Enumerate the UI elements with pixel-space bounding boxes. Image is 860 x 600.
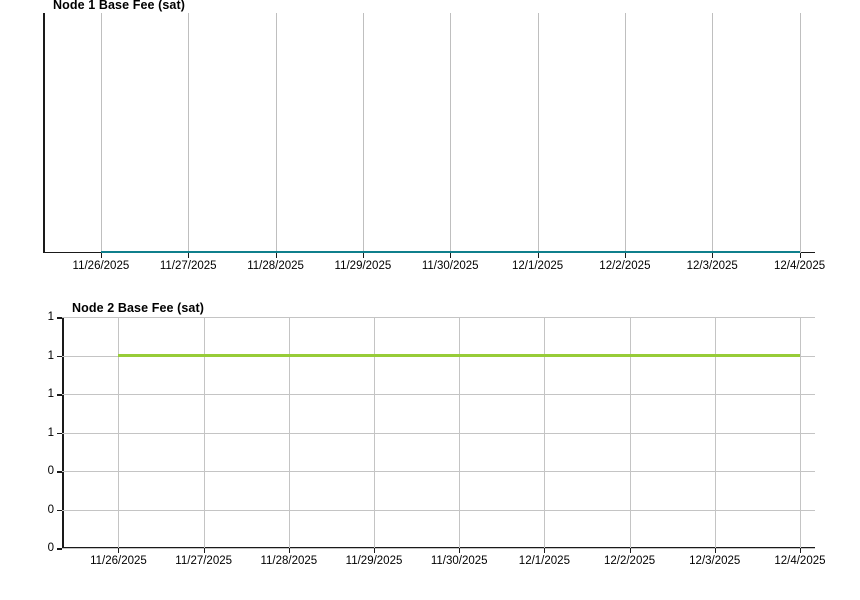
x-tick-mark-node1 [362, 253, 364, 258]
x-tick-label-node2: 12/2/2025 [603, 555, 656, 567]
gridline-horizontal-node2 [62, 317, 815, 318]
x-tick-label-node2: 11/30/2025 [430, 555, 488, 567]
gridline-vertical-node2 [288, 317, 290, 548]
gridline-vertical-node2 [799, 317, 801, 548]
chart-title-node1: Node 1 Base Fee (sat) [53, 0, 186, 12]
x-tick-label-node2: 12/1/2025 [518, 555, 570, 567]
x-tick-label-node2: 11/28/2025 [260, 555, 318, 567]
x-tick-label-node2: 12/4/2025 [774, 555, 826, 567]
y-axis-line-node1 [43, 13, 45, 253]
gridline-vertical-node2 [459, 317, 461, 548]
gridline-vertical-node1 [188, 13, 190, 253]
plot-area-node2 [57, 317, 815, 553]
x-axis-line-node2 [62, 546, 815, 548]
x-tick-label-node2: 11/29/2025 [345, 555, 403, 567]
x-tick-label-node1: 11/28/2025 [247, 260, 304, 272]
x-tick-mark-node1 [537, 253, 539, 258]
x-tick-label-node1: 12/1/2025 [511, 260, 564, 272]
gridline-horizontal-node2 [62, 509, 815, 511]
y-tick-label-node2: 1 [47, 349, 54, 362]
y-tick-mark-node2 [57, 394, 62, 396]
x-tick-label-node1: 12/3/2025 [686, 260, 738, 272]
gridline-vertical-node2 [544, 317, 546, 548]
y-tick-mark-node2 [57, 317, 62, 319]
gridline-horizontal-node2 [62, 548, 815, 549]
chart-panel-node2: Node 2 Base Fee (sat) 1 1 1 1 0 0 0 11/26/2025 1… [0, 292, 860, 600]
y-tick-label-node2: 1 [47, 388, 54, 400]
y-tick-mark-node2 [57, 548, 62, 550]
chart-title-node2: Node 2 Base Fee (sat) [72, 301, 205, 315]
gridline-vertical-node1 [100, 13, 102, 253]
x-tick-mark-node1 [624, 253, 626, 258]
x-tick-mark-node2 [374, 548, 376, 553]
y-tick-mark-node2 [57, 355, 62, 357]
x-tick-mark-node1 [188, 253, 190, 258]
x-tick-mark-node2 [459, 548, 461, 553]
gridline-vertical-node1 [362, 13, 364, 253]
gridline-vertical-node1 [712, 13, 714, 253]
x-tick-mark-node1 [100, 253, 102, 258]
y-tick-label-node2: 1 [47, 311, 54, 323]
x-tick-mark-node2 [799, 548, 801, 553]
gridline-vertical-node1 [624, 13, 626, 253]
gridline-horizontal-node2 [62, 471, 815, 472]
x-tick-mark-node2 [629, 548, 631, 553]
x-tick-label-node2: 12/3/2025 [689, 555, 741, 567]
gridline-vertical-node2 [118, 317, 120, 548]
x-tick-label-node1: 11/26/2025 [72, 260, 130, 272]
gridline-vertical-node2 [374, 317, 376, 548]
gridline-vertical-node2 [714, 317, 716, 548]
x-tick-mark-node1 [450, 253, 452, 258]
x-tick-label-node2: 11/26/2025 [90, 555, 147, 567]
gridline-vertical-node1 [450, 13, 452, 253]
x-tick-mark-node1 [712, 253, 714, 258]
gridline-horizontal-node2 [62, 432, 815, 434]
series-line-node2 [118, 354, 800, 357]
x-tick-label-node1: 11/30/2025 [421, 260, 479, 272]
x-tick-mark-node2 [544, 548, 546, 553]
x-tick-label-node2: 11/27/2025 [175, 555, 233, 567]
x-tick-label-node1: 11/27/2025 [159, 260, 217, 272]
gridline-vertical-node2 [203, 317, 205, 548]
x-tick-mark-node1 [275, 253, 277, 258]
gridline-vertical-node1 [275, 13, 277, 253]
y-tick-label-node2: 0 [47, 503, 54, 516]
x-tick-label-node1: 11/29/2025 [334, 260, 392, 272]
x-tick-label-node1: 12/2/2025 [599, 260, 651, 272]
x-tick-label-node1: 12/4/2025 [773, 260, 826, 272]
plot-area-node1 [43, 13, 815, 258]
x-tick-mark-node2 [714, 548, 716, 553]
series-line-node1 [100, 250, 800, 253]
gridline-vertical-node1 [537, 13, 539, 253]
chart-panel-node1: Node 1 Base Fee (sat) 11/26/2025 11/27/20… [0, 0, 860, 292]
y-tick-label-node2: 1 [47, 426, 54, 439]
y-tick-mark-node2 [57, 432, 62, 434]
x-tick-mark-node1 [799, 253, 801, 258]
y-tick-label-node2: 0 [47, 465, 54, 477]
y-tick-mark-node2 [57, 471, 62, 473]
x-tick-mark-node2 [203, 548, 205, 553]
gridline-horizontal-node2 [62, 394, 815, 395]
x-tick-mark-node2 [288, 548, 290, 553]
y-tick-label-node2: 0 [47, 542, 54, 554]
x-tick-mark-node2 [118, 548, 120, 553]
gridline-vertical-node2 [629, 317, 631, 548]
gridline-vertical-node1 [799, 13, 801, 253]
y-tick-mark-node2 [57, 509, 62, 511]
